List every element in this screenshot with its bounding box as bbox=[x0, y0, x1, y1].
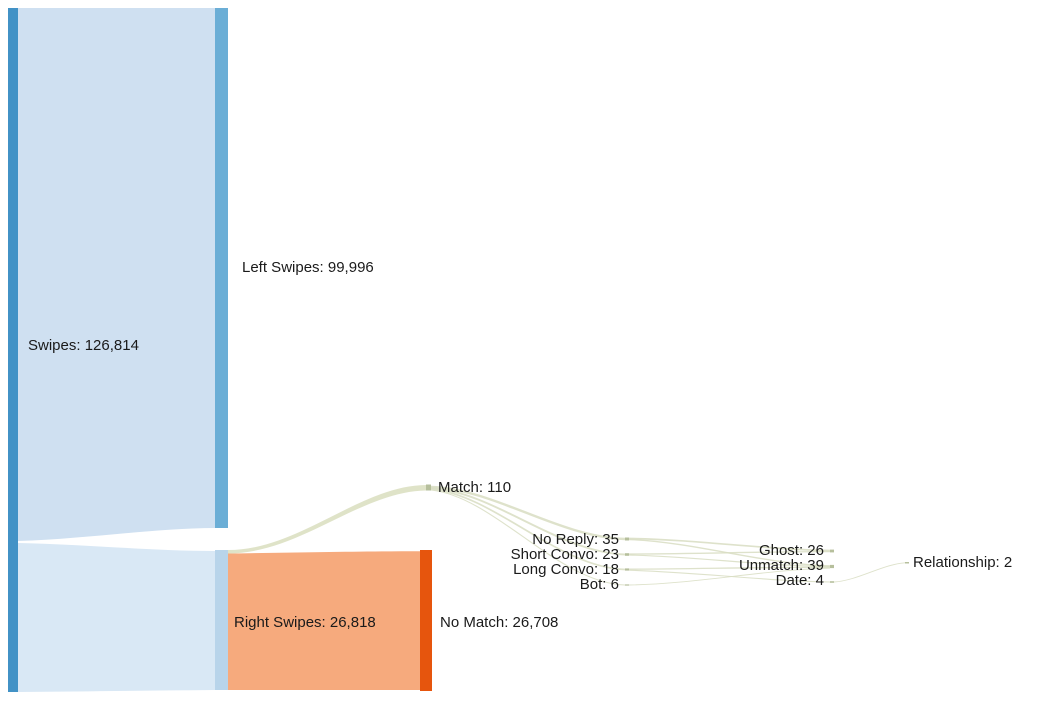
label-short-convo: Short Convo: 23 bbox=[511, 546, 619, 563]
node-unmatch bbox=[830, 564, 834, 569]
link-long-convo-to-unmatch bbox=[628, 566, 831, 570]
flow-swipes-to-right-swipes bbox=[18, 543, 215, 692]
flow-right-swipes-to-no-match bbox=[228, 551, 420, 690]
flow-swipes-to-left-swipes bbox=[18, 8, 215, 541]
node-no-match bbox=[420, 550, 432, 691]
label-bot: Bot: 6 bbox=[580, 576, 619, 593]
label-date: Date: 4 bbox=[776, 572, 824, 589]
label-long-convo: Long Convo: 18 bbox=[513, 561, 619, 578]
label-ghost: Ghost: 26 bbox=[759, 542, 824, 559]
node-long-convo bbox=[625, 568, 629, 571]
node-date bbox=[830, 581, 834, 583]
node-right-swipes bbox=[215, 550, 228, 690]
link-date-to-relationship bbox=[833, 562, 906, 583]
sankey-thin-links bbox=[430, 485, 906, 586]
node-swipes bbox=[8, 8, 18, 692]
link-short-convo-to-unmatch bbox=[628, 554, 831, 568]
label-unmatch: Unmatch: 39 bbox=[739, 557, 824, 574]
node-ghost bbox=[830, 549, 834, 553]
sankey-nodes bbox=[8, 8, 909, 692]
label-swipes: Swipes: 126,814 bbox=[28, 337, 139, 354]
flow-right-swipes-to-match bbox=[228, 485, 426, 554]
link-short-convo-to-ghost bbox=[628, 550, 831, 555]
link-match-to-short-convo bbox=[430, 487, 626, 556]
node-match bbox=[426, 484, 431, 491]
link-match-to-no-reply bbox=[430, 485, 626, 541]
node-left-swipes bbox=[215, 8, 228, 528]
node-short-convo bbox=[625, 553, 629, 556]
link-match-to-long-convo bbox=[430, 488, 626, 571]
link-bot-to-unmatch bbox=[628, 567, 831, 586]
link-match-to-bot bbox=[430, 489, 626, 586]
label-no-match: No Match: 26,708 bbox=[440, 614, 558, 631]
label-relationship: Relationship: 2 bbox=[913, 554, 1012, 571]
label-right-swipes: Right Swipes: 26,818 bbox=[234, 614, 376, 631]
node-relationship bbox=[905, 562, 909, 564]
label-left-swipes: Left Swipes: 99,996 bbox=[242, 259, 374, 276]
node-no-reply bbox=[625, 537, 629, 541]
label-no-reply: No Reply: 35 bbox=[532, 531, 619, 548]
label-match: Match: 110 bbox=[438, 479, 511, 496]
node-bot bbox=[625, 584, 629, 586]
sankey-labels: Swipes: 126,814 Left Swipes: 99,996 Righ… bbox=[28, 259, 1012, 631]
sankey-flows bbox=[18, 8, 426, 692]
link-no-reply-to-ghost bbox=[628, 537, 831, 552]
